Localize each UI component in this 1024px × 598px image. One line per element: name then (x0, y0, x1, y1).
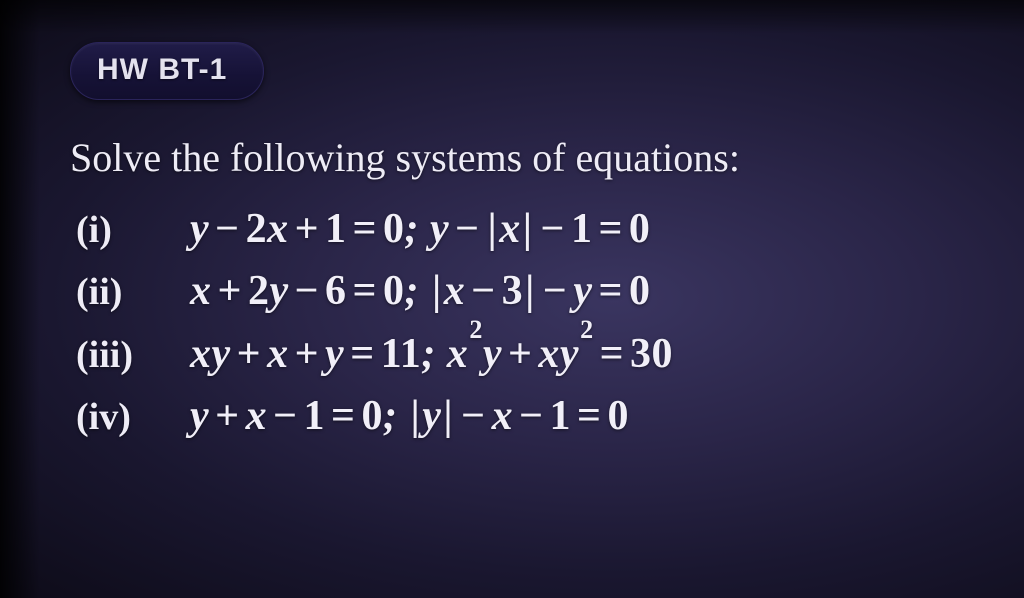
list-item: (iii) xy+x+y=11; x2y+xy2=30 (76, 329, 984, 378)
list-item: (iv) y+x−1=0; |y|−x−1=0 (76, 392, 984, 440)
equation: y+x−1=0; |y|−x−1=0 (190, 392, 629, 440)
item-marker: (ii) (76, 270, 162, 314)
list-item: (i) y−2x+1=0; y−|x|−1=0 (76, 205, 984, 253)
list-item: (ii) x+2y−6=0; |x−3|−y=0 (76, 267, 984, 315)
item-marker: (iv) (76, 395, 162, 439)
photo-left-shadow (0, 0, 40, 598)
heading-badge: HW BT-1 (70, 42, 264, 100)
equation: x+2y−6=0; |x−3|−y=0 (190, 267, 650, 315)
equation: y−2x+1=0; y−|x|−1=0 (190, 205, 650, 253)
item-marker: (i) (76, 208, 162, 252)
photo-top-shadow (0, 0, 1024, 34)
equation-list: (i) y−2x+1=0; y−|x|−1=0 (ii) x+2y−6=0; |… (76, 205, 984, 440)
heading-badge-text: HW BT-1 (97, 53, 227, 86)
prompt-text: Solve the following systems of equations… (70, 134, 984, 181)
item-marker: (iii) (76, 333, 162, 377)
equation: xy+x+y=11; x2y+xy2=30 (190, 329, 673, 378)
page-content: HW BT-1 Solve the following systems of e… (70, 42, 984, 454)
